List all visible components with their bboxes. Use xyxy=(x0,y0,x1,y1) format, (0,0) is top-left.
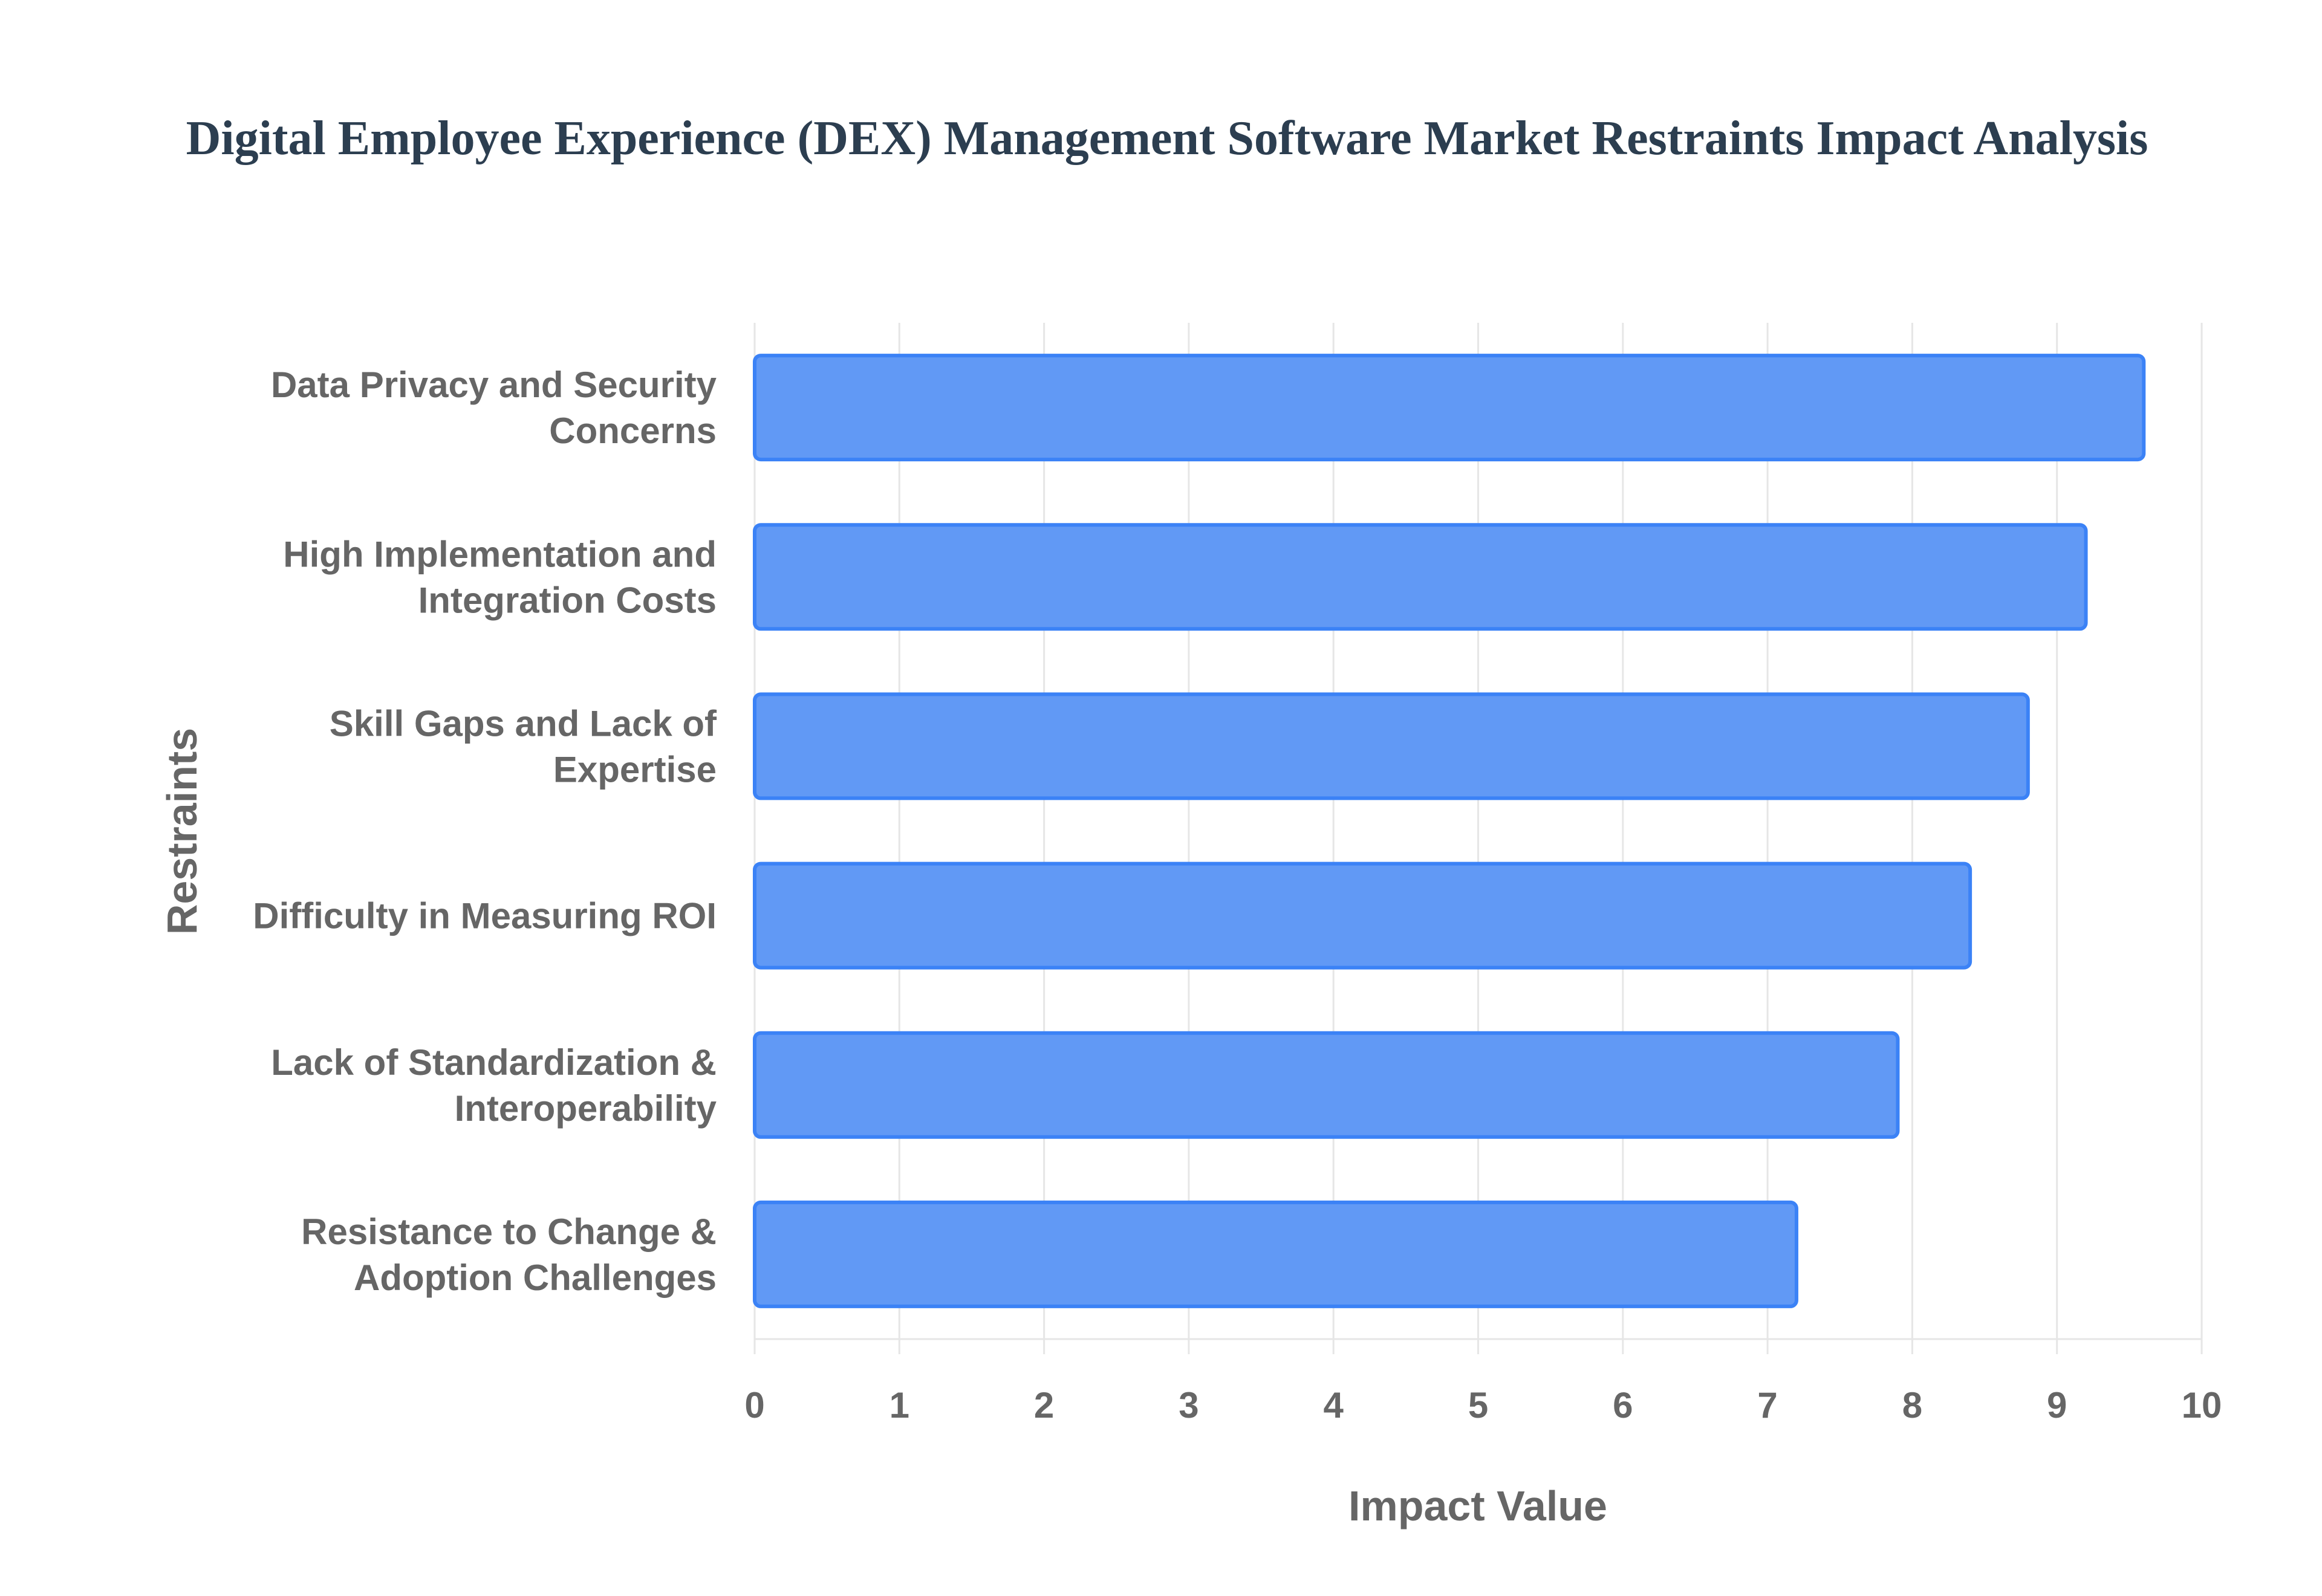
y-tick-label-line: Lack of Standardization & xyxy=(271,1042,717,1083)
bars xyxy=(753,354,2146,1308)
y-tick-label-line: High Implementation and xyxy=(283,534,717,574)
y-tick-label: Skill Gaps and Lack of Expertise xyxy=(330,703,717,790)
y-tick-label-line: Interoperability xyxy=(455,1088,717,1129)
x-tick-label: 0 xyxy=(744,1385,764,1426)
x-tick-label: 1 xyxy=(889,1385,909,1426)
x-tick-label: 6 xyxy=(1613,1385,1633,1426)
bar[interactable] xyxy=(753,1200,1798,1308)
x-tick-label: 10 xyxy=(2182,1385,2222,1426)
y-tick-label-line: Concerns xyxy=(549,410,717,451)
x-tick-labels: 0 1 2 3 4 5 6 7 8 9 10 xyxy=(744,1385,2222,1426)
y-axis-title: Restraints xyxy=(158,728,206,935)
y-tick-label: Lack of Standardization & Interoperabilit… xyxy=(271,1042,717,1129)
y-tick-label-line: Data Privacy and Security xyxy=(271,365,717,405)
x-tick-label: 8 xyxy=(1902,1385,1922,1426)
x-axis-title: Impact Value xyxy=(1348,1482,1607,1529)
y-tick-label-line: Difficulty in Measuring ROI xyxy=(253,896,717,936)
y-tick-label-line: Adoption Challenges xyxy=(354,1257,717,1298)
x-tick-label: 5 xyxy=(1468,1385,1488,1426)
x-tick-label: 3 xyxy=(1179,1385,1198,1426)
y-tick-label: Difficulty in Measuring ROI xyxy=(253,896,717,936)
y-tick-label: Data Privacy and Security Concerns xyxy=(271,365,717,451)
x-tick-label: 9 xyxy=(2047,1385,2067,1426)
y-tick-label-line: Integration Costs xyxy=(418,580,717,620)
y-tick-labels: Data Privacy and Security Concerns High Im… xyxy=(253,365,717,1298)
x-tick-label: 2 xyxy=(1034,1385,1054,1426)
grid xyxy=(753,323,2203,1354)
y-tick-label-line: Skill Gaps and Lack of xyxy=(330,703,717,744)
bar[interactable] xyxy=(753,861,1972,970)
x-tick-label: 4 xyxy=(1324,1385,1344,1426)
bar[interactable] xyxy=(753,1031,1900,1139)
bar[interactable] xyxy=(753,523,2088,631)
y-tick-label-line: Expertise xyxy=(553,749,717,790)
bar[interactable] xyxy=(753,354,2146,462)
y-tick-label: High Implementation and Integration Costs xyxy=(283,534,717,620)
y-tick-label: Resistance to Change & Adoption Challenge… xyxy=(301,1212,717,1298)
bar[interactable] xyxy=(753,692,2030,800)
chart-title: Digital Employee Experience (DEX) Manage… xyxy=(186,112,2148,165)
x-tick-label: 7 xyxy=(1757,1385,1777,1426)
y-tick-label-line: Resistance to Change & xyxy=(301,1212,717,1252)
